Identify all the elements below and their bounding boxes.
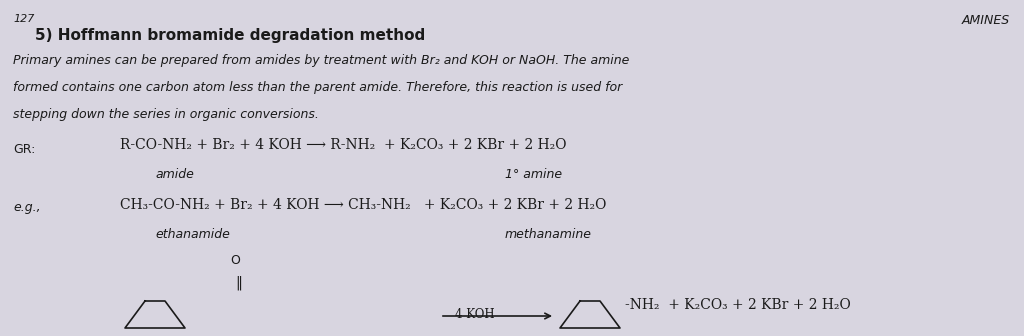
Text: amide: amide: [155, 168, 194, 181]
Text: -NH₂  + K₂CO₃ + 2 KBr + 2 H₂O: -NH₂ + K₂CO₃ + 2 KBr + 2 H₂O: [625, 298, 851, 312]
Text: ‖: ‖: [234, 276, 242, 291]
Text: Primary amines can be prepared from amides by treatment with Br₂ and KOH or NaOH: Primary amines can be prepared from amid…: [13, 54, 630, 67]
Text: GR:: GR:: [13, 143, 36, 156]
Text: 5) Hoffmann bromamide degradation method: 5) Hoffmann bromamide degradation method: [35, 28, 425, 43]
Text: stepping down the series in organic conversions.: stepping down the series in organic conv…: [13, 108, 318, 121]
Text: e.g.,: e.g.,: [13, 201, 41, 214]
Text: 127: 127: [13, 14, 35, 24]
Text: O: O: [230, 254, 240, 267]
Text: methanamine: methanamine: [505, 228, 592, 241]
Text: AMINES: AMINES: [962, 14, 1010, 27]
Text: ethanamide: ethanamide: [155, 228, 229, 241]
Text: 4 KOH: 4 KOH: [455, 308, 495, 321]
Text: CH₃-CO-NH₂ + Br₂ + 4 KOH ⟶ CH₃-NH₂   + K₂CO₃ + 2 KBr + 2 H₂O: CH₃-CO-NH₂ + Br₂ + 4 KOH ⟶ CH₃-NH₂ + K₂C…: [120, 198, 606, 212]
Text: R-CO-NH₂ + Br₂ + 4 KOH ⟶ R-NH₂  + K₂CO₃ + 2 KBr + 2 H₂O: R-CO-NH₂ + Br₂ + 4 KOH ⟶ R-NH₂ + K₂CO₃ +…: [120, 138, 566, 152]
Text: formed contains one carbon atom less than the parent amide. Therefore, this reac: formed contains one carbon atom less tha…: [13, 81, 623, 94]
Text: 1° amine: 1° amine: [505, 168, 562, 181]
